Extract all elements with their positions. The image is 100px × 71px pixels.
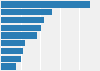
Bar [1, 63, 16, 70]
Bar [1, 48, 23, 54]
Bar [1, 32, 37, 39]
Bar [1, 9, 52, 15]
Bar [1, 17, 44, 23]
Bar [1, 40, 24, 46]
Bar [1, 1, 90, 8]
Bar [1, 25, 41, 31]
Bar [1, 56, 21, 62]
